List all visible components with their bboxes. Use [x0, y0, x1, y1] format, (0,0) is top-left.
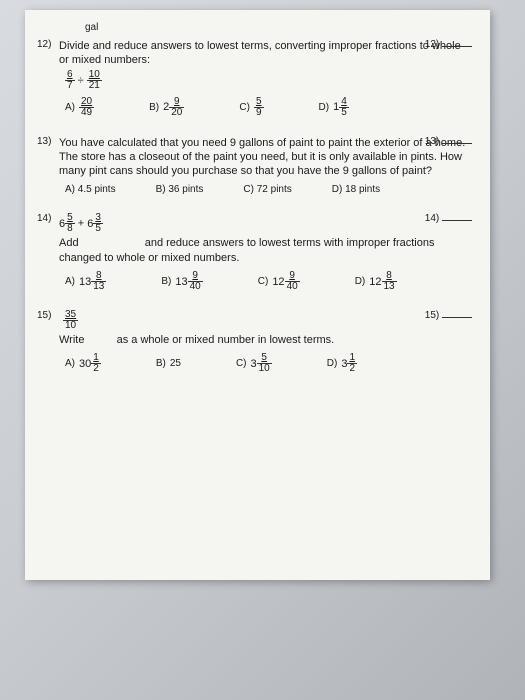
q15-opt-a: A) 3012 [65, 353, 101, 374]
q12-opt-d: D) 145 [319, 97, 349, 118]
q13-num: 13) [37, 136, 51, 147]
question-12: 12) 12) Divide and reduce answers to low… [45, 39, 470, 118]
q12-answer-slot: 12) [425, 39, 472, 50]
q13-opt-c: C) 72 pints [243, 184, 291, 195]
q13-opt-d: D) 18 pints [332, 184, 380, 195]
q13-opt-b: B) 36 pints [156, 184, 204, 195]
q12-opt-b: B) 2920 [149, 97, 184, 118]
q14-opt-d: D) 12813 [355, 271, 397, 292]
q12-text: Divide and reduce answers to lowest term… [59, 39, 470, 68]
q14-opt-c: C) 12940 [258, 271, 300, 292]
q13-answer-slot: 13) [425, 136, 472, 147]
q13-slot-label: 13) [425, 136, 439, 147]
q14-slot-label: 14) [425, 213, 439, 224]
q15-slot-label: 15) [425, 310, 439, 321]
q12-opt-c: C) 59 [239, 97, 263, 118]
q14-opt-a: A) 13813 [65, 271, 106, 292]
q12-opt-a: A) 2049 [65, 97, 94, 118]
q14-opt-b: B) 13940 [161, 271, 202, 292]
q15-answer-slot: 15) [425, 310, 472, 321]
q12-num: 12) [37, 39, 51, 50]
q12-expression: 67 ÷ 1021 [65, 70, 470, 91]
q14-options: A) 13813 B) 13940 C) 12940 D) 12813 [65, 271, 470, 292]
question-13: 13) 13) You have calculated that you nee… [45, 136, 470, 196]
q12-options: A) 2049 B) 2920 C) 59 D) 145 [65, 97, 470, 118]
q15-opt-d: D) 312 [327, 353, 357, 374]
worksheet-page: gal 12) 12) Divide and reduce answers to… [25, 10, 490, 580]
question-14: 14) 14) 658 + 635 Add and reduce answers… [45, 213, 470, 292]
q12-slot-label: 12) [425, 39, 439, 50]
q14-text: 658 + 635 Add and reduce answers to lowe… [59, 213, 470, 265]
q14-answer-slot: 14) [425, 213, 472, 224]
q15-text: 3510 Write as a whole or mixed number in… [59, 310, 470, 347]
q15-num: 15) [37, 310, 51, 321]
q13-opt-a: A) 4.5 pints [65, 184, 116, 195]
q13-text: You have calculated that you need 9 gall… [59, 136, 470, 179]
q15-opt-b: B) 25 [156, 353, 181, 374]
q14-num: 14) [37, 213, 51, 224]
question-15: 15) 15) 3510 Write as a whole or mixed n… [45, 310, 470, 374]
q15-options: A) 3012 B) 25 C) 3510 D) 312 [65, 353, 470, 374]
q15-opt-c: C) 3510 [236, 353, 272, 374]
q13-options: A) 4.5 pints B) 36 pints C) 72 pints D) … [65, 184, 470, 195]
header-remnant: gal [85, 22, 470, 33]
